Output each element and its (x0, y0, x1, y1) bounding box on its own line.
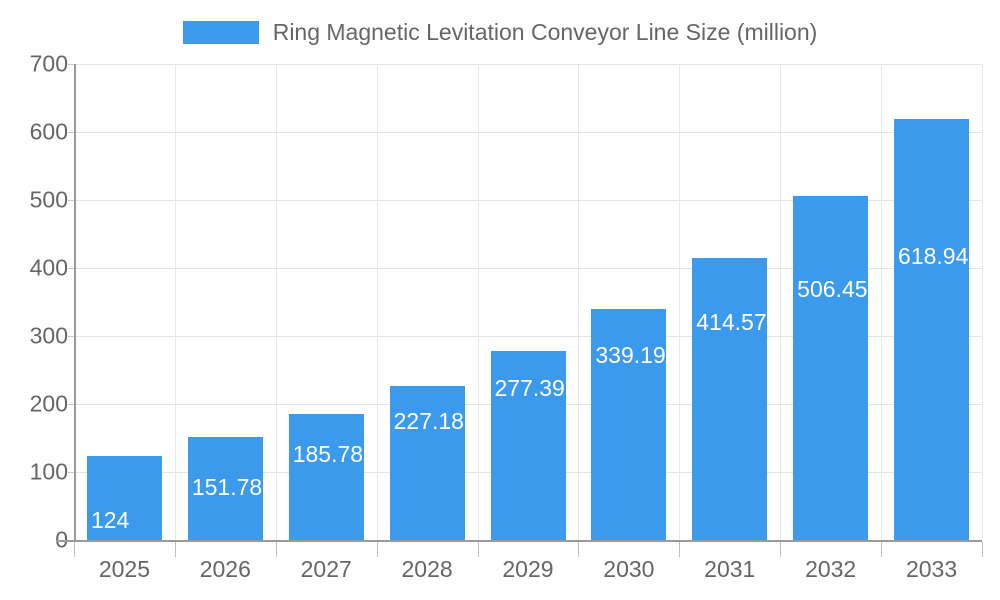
y-axis-tick-label: 400 (29, 254, 68, 281)
y-axis-line (74, 64, 76, 541)
bar-value-label-2028: 227.18 (393, 408, 464, 434)
x-axis-tick-mark (679, 542, 680, 557)
x-axis-tick-label-2032: 2032 (805, 556, 857, 582)
bar-value-label-2025: 124 (90, 507, 130, 533)
x-axis-tick-mark (881, 542, 882, 557)
x-axis-tick-mark (780, 542, 781, 557)
gridline-horizontal (74, 336, 982, 337)
x-axis-tick-mark (578, 542, 579, 557)
gridline-vertical (578, 64, 579, 540)
x-axis-tick-label-2027: 2027 (300, 556, 352, 582)
bar-value-label-2027: 185.78 (292, 441, 364, 467)
y-axis-tick-mark (68, 268, 75, 269)
y-axis-tick-mark (68, 336, 75, 337)
gridline-horizontal (74, 132, 982, 133)
bar-value-label-2033: 618.94 (898, 243, 969, 269)
x-axis-tick-mark (478, 542, 479, 557)
y-axis-tick-label: 100 (29, 458, 68, 485)
gridline-vertical (377, 64, 378, 540)
x-axis-tick-label-2026: 2026 (199, 556, 251, 582)
bar-2029[interactable] (490, 351, 566, 540)
y-axis-tick-mark (68, 404, 75, 405)
y-axis-tick-mark (68, 132, 75, 133)
bar-2025[interactable] (86, 455, 162, 540)
gridline-vertical (679, 64, 680, 540)
y-axis-tick-labels: 0 100 200 300 400 500 600 700 (0, 0, 75, 600)
gridline-vertical (175, 64, 176, 540)
y-axis-tick-label: 700 (29, 50, 68, 77)
bar-2027[interactable] (288, 413, 364, 540)
legend-label-series-1[interactable]: Ring Magnetic Levitation Conveyor Line S… (272, 18, 818, 45)
bar-2028[interactable] (389, 385, 465, 540)
bar-2033[interactable] (894, 119, 970, 540)
x-axis-tick-mark (982, 542, 983, 557)
bar-value-label-2030: 339.19 (595, 342, 666, 368)
gridline-horizontal (74, 200, 982, 201)
y-axis-tick-label: 500 (29, 186, 68, 213)
x-axis-tick-label-2031: 2031 (704, 556, 756, 582)
y-axis-tick-label: 600 (29, 118, 68, 145)
x-axis-tick-mark (377, 542, 378, 557)
x-axis-tick-label-2028: 2028 (401, 556, 453, 582)
gridline-vertical (982, 64, 983, 540)
bar-value-label-2032: 506.45 (797, 276, 868, 302)
x-axis-tick-label-2033: 2033 (905, 556, 958, 582)
legend-swatch-series-1[interactable] (182, 20, 259, 44)
x-axis-line (56, 540, 982, 542)
y-axis-tick-label: 0 (2, 528, 68, 552)
gridline-vertical (478, 64, 479, 540)
x-axis-tick-label-2029: 2029 (502, 556, 554, 582)
bar-2026[interactable] (187, 436, 263, 540)
y-axis-tick-label: 200 (29, 390, 68, 417)
y-axis-tick-mark (68, 472, 75, 473)
bar-2031[interactable] (692, 258, 768, 540)
gridline-horizontal (74, 268, 982, 269)
gridline-vertical (780, 64, 781, 540)
x-axis-tick-label-2030: 2030 (603, 556, 655, 582)
bar-value-label-2031: 414.57 (696, 309, 767, 335)
bar-value-label-2026: 151.78 (191, 474, 263, 500)
x-axis-tick-label-2025: 2025 (98, 556, 151, 582)
bar-2032[interactable] (793, 195, 869, 540)
y-axis-tick-label: 300 (29, 322, 68, 349)
gridline-vertical (276, 64, 277, 540)
x-axis-tick-mark (74, 542, 75, 557)
y-axis-tick-mark (68, 200, 75, 201)
bar-value-label-2029: 277.39 (494, 375, 565, 401)
gridline-vertical (881, 64, 882, 540)
x-axis-tick-mark (175, 542, 176, 557)
x-axis-tick-mark (276, 542, 277, 557)
gridline-horizontal (74, 64, 982, 65)
bar-2030[interactable] (591, 309, 667, 540)
chart-legend: Ring Magnetic Levitation Conveyor Line S… (0, 14, 1000, 50)
plot-area: 124 151.78 185.78 227.18 277.39 339.19 414.57 5… (74, 64, 983, 541)
y-axis-tick-mark (68, 64, 75, 65)
